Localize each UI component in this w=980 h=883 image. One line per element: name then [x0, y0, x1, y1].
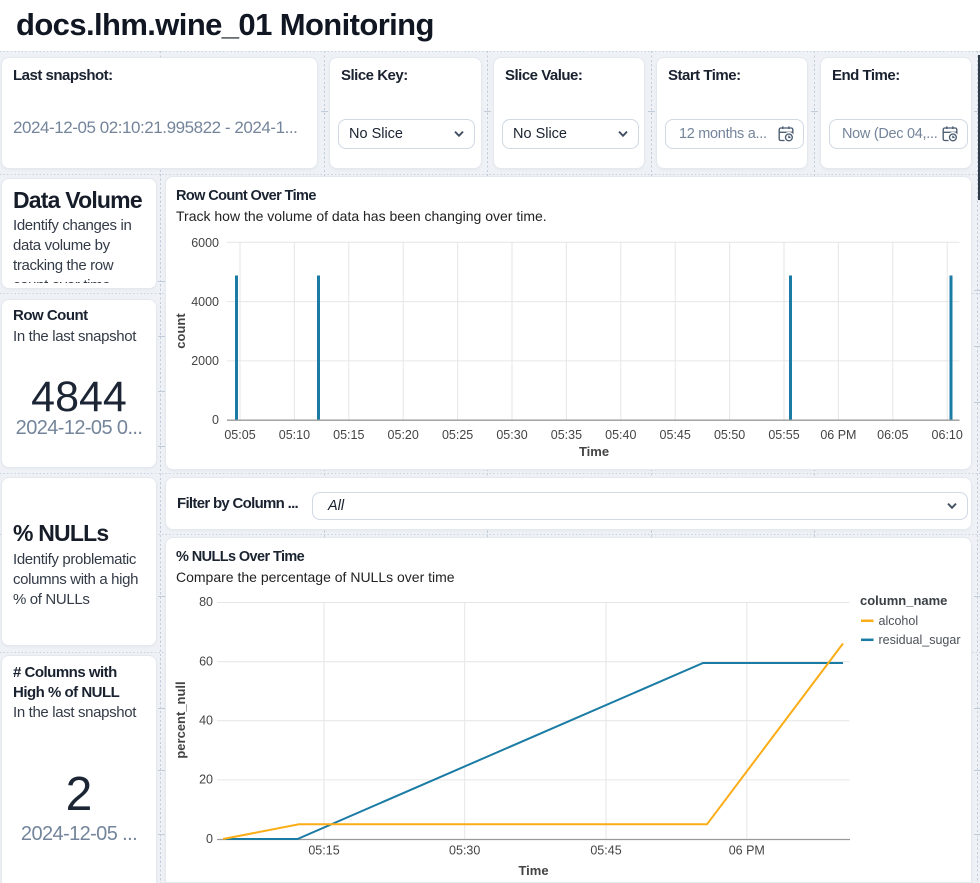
svg-text:05:05: 05:05	[224, 428, 255, 442]
svg-text:40: 40	[199, 714, 213, 728]
svg-text:06:05: 06:05	[877, 428, 908, 442]
svg-text:05:45: 05:45	[660, 428, 691, 442]
svg-text:05:30: 05:30	[496, 428, 527, 442]
svg-text:05:20: 05:20	[388, 428, 419, 442]
svg-text:Time: Time	[579, 444, 609, 459]
svg-text:05:35: 05:35	[551, 428, 582, 442]
svg-text:06 PM: 06 PM	[820, 428, 856, 442]
svg-text:80: 80	[199, 595, 213, 609]
svg-text:05:40: 05:40	[605, 428, 636, 442]
svg-text:residual_sugar: residual_sugar	[879, 633, 961, 647]
svg-text:0: 0	[206, 832, 213, 846]
svg-text:percent_null: percent_null	[173, 681, 188, 758]
svg-text:05:25: 05:25	[442, 428, 473, 442]
svg-text:0: 0	[212, 413, 219, 427]
svg-text:count: count	[173, 313, 188, 349]
svg-text:2000: 2000	[191, 354, 219, 368]
svg-text:05:55: 05:55	[768, 428, 799, 442]
svg-text:05:50: 05:50	[714, 428, 745, 442]
svg-text:05:45: 05:45	[590, 844, 621, 858]
svg-text:20: 20	[199, 773, 213, 787]
svg-text:05:15: 05:15	[308, 844, 339, 858]
svg-text:06 PM: 06 PM	[729, 844, 765, 858]
svg-text:60: 60	[199, 655, 213, 669]
svg-text:4000: 4000	[191, 295, 219, 309]
svg-text:6000: 6000	[191, 236, 219, 250]
svg-text:alcohol: alcohol	[879, 614, 919, 628]
svg-text:Time: Time	[518, 863, 548, 878]
svg-text:05:10: 05:10	[279, 428, 310, 442]
svg-text:column_name: column_name	[860, 593, 947, 608]
svg-text:05:15: 05:15	[333, 428, 364, 442]
svg-text:06:10: 06:10	[932, 428, 963, 442]
svg-text:05:30: 05:30	[449, 844, 480, 858]
